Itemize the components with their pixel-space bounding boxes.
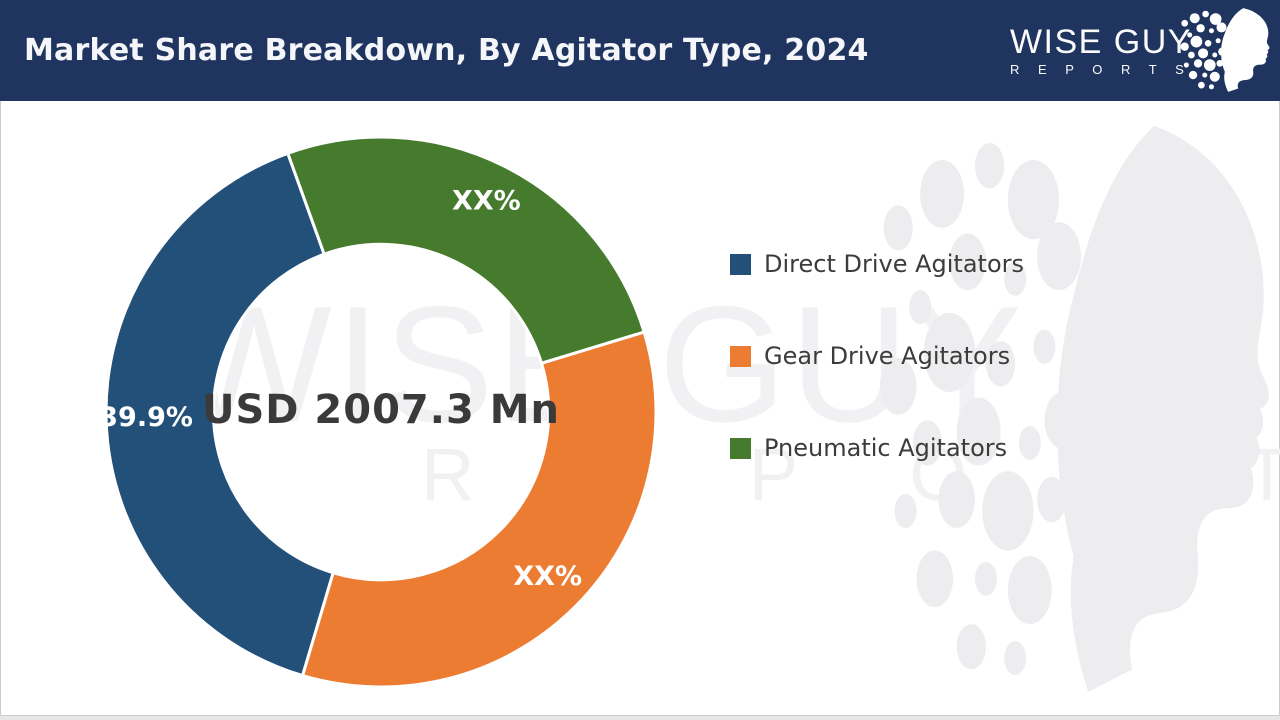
legend-item-gear-drive-agitators: Gear Drive Agitators bbox=[730, 342, 1024, 370]
legend-item-pneumatic-agitators: Pneumatic Agitators bbox=[730, 434, 1024, 462]
slice-percentage-label: XX% bbox=[452, 185, 521, 216]
legend-item-direct-drive-agitators: Direct Drive Agitators bbox=[730, 250, 1024, 278]
slice-direct-drive-agitators bbox=[104, 151, 336, 678]
slice-percentage-label: 39.9% bbox=[99, 402, 193, 433]
legend-swatch bbox=[730, 437, 751, 459]
page-title: Market Share Breakdown, By Agitator Type… bbox=[24, 33, 869, 68]
wise-guy-reports-logo: WISE GUY R E P O R T S bbox=[1010, 4, 1270, 96]
legend-swatch bbox=[730, 253, 751, 275]
slice-pneumatic-agitators bbox=[285, 135, 646, 366]
chart-legend: Direct Drive Agitators Gear Drive Agitato… bbox=[730, 250, 1024, 462]
legend-label: Gear Drive Agitators bbox=[764, 342, 1011, 370]
legend-label: Pneumatic Agitators bbox=[764, 434, 1008, 462]
slice-percentage-label: XX% bbox=[513, 561, 582, 592]
logo-text: WISE GUY R E P O R T S bbox=[1010, 24, 1192, 77]
legend-label: Direct Drive Agitators bbox=[764, 250, 1025, 278]
logo-face-icon bbox=[1180, 8, 1270, 92]
legend-swatch bbox=[730, 345, 751, 367]
logo-subword: R E P O R T S bbox=[1009, 61, 1192, 77]
header-bar: Market Share Breakdown, By Agitator Type… bbox=[0, 0, 1280, 101]
donut-chart: 39.9% XX% XX% bbox=[99, 135, 658, 689]
chart-center-value: USD 2007.3 Mn bbox=[202, 387, 560, 433]
logo-wordmark: WISE GUY bbox=[1009, 22, 1192, 61]
slice-gear-drive-agitators bbox=[300, 330, 658, 689]
